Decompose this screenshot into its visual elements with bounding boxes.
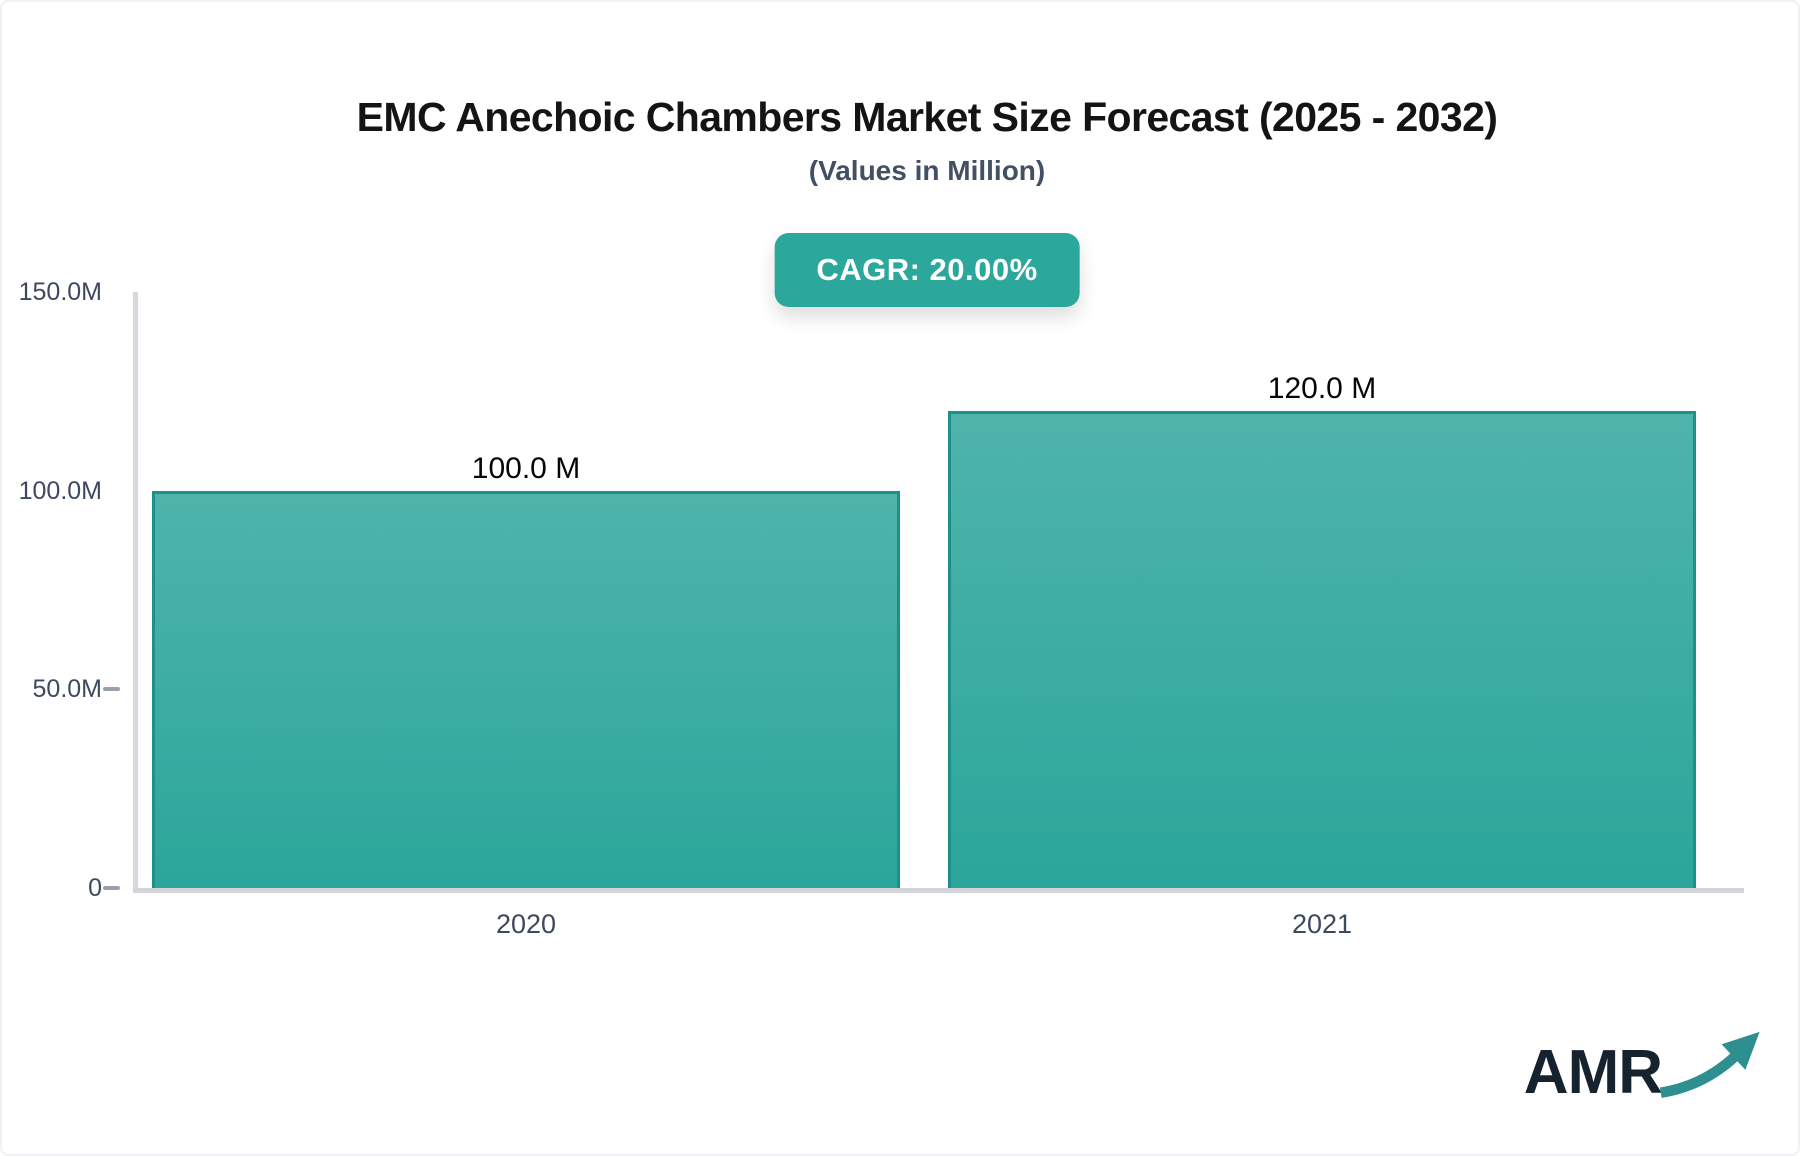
x-axis-label: 2020 [495, 909, 557, 939]
x-axis-line [133, 888, 1744, 893]
y-axis-label: 50.0M [32, 675, 102, 704]
amr-logo: AMR [1524, 1030, 1772, 1104]
cagr-badge-label: CAGR: 20.00% [816, 252, 1038, 287]
chart-title: EMC Anechoic Chambers Market Size Foreca… [356, 94, 1498, 140]
y-axis-label: 100.0M [18, 476, 102, 505]
growth-arrow-icon [1659, 1031, 1760, 1098]
bar-value-label: 120.0 M [1267, 372, 1377, 406]
y-axis-tick [103, 886, 120, 890]
bar-2020 [152, 490, 900, 888]
y-axis-label: 150.0M [18, 278, 102, 306]
chart-subtitle: (Values in Million) [808, 155, 1046, 186]
y-axis-label: 0 [88, 874, 102, 902]
bar-value-label: 100.0 M [471, 451, 581, 485]
chart-header: EMC Anechoic Chambers Market Size Foreca… [357, 94, 1498, 307]
amr-logo-text: AMR [1523, 1038, 1663, 1107]
x-axis-label: 2021 [1291, 909, 1353, 939]
y-axis-line [133, 292, 138, 893]
y-axis-tick [103, 687, 120, 692]
cagr-badge: CAGR: 20.00% [774, 233, 1080, 307]
bar-2021 [948, 411, 1696, 888]
